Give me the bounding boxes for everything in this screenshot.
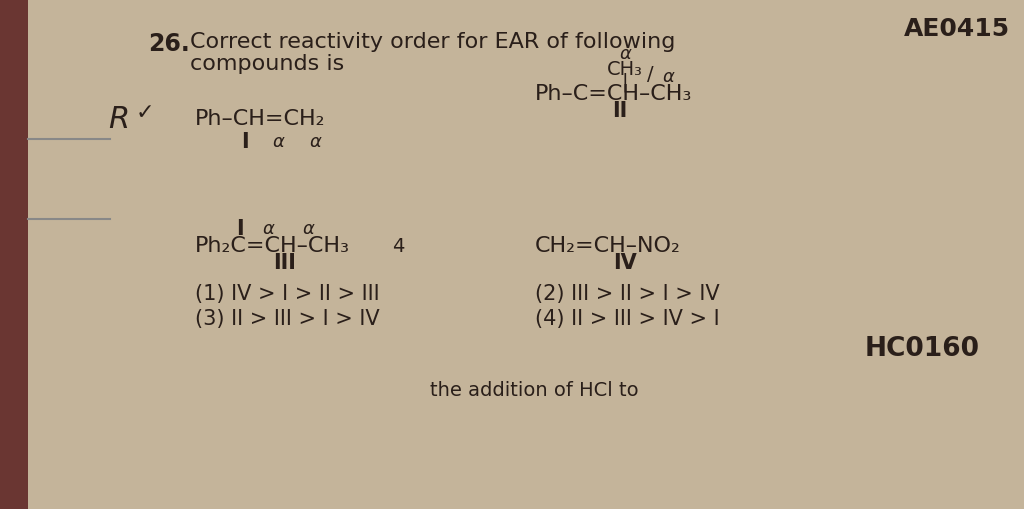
Text: IV: IV — [613, 253, 637, 273]
Text: (4) II > III > IV > I: (4) II > III > IV > I — [535, 309, 720, 329]
Bar — [0, 0, 28, 509]
Text: /: / — [647, 65, 653, 83]
Text: II: II — [612, 101, 628, 121]
Text: III: III — [273, 253, 296, 273]
Text: ✓: ✓ — [136, 103, 155, 123]
Text: α: α — [663, 68, 674, 86]
Text: R: R — [108, 104, 129, 133]
Text: Correct reactivity order for EAR of following: Correct reactivity order for EAR of foll… — [190, 32, 676, 52]
Text: α: α — [309, 133, 321, 151]
Text: (1) IV > I > II > III: (1) IV > I > II > III — [195, 284, 380, 304]
Text: Ph–CH=CH₂: Ph–CH=CH₂ — [195, 109, 326, 129]
Text: compounds is: compounds is — [190, 54, 344, 74]
Text: (3) II > III > I > IV: (3) II > III > I > IV — [195, 309, 380, 329]
Text: α: α — [272, 133, 284, 151]
Text: CH₂=CH–NO₂: CH₂=CH–NO₂ — [535, 236, 681, 256]
Text: α: α — [302, 220, 314, 238]
Text: α: α — [262, 220, 274, 238]
Text: |: | — [622, 72, 629, 92]
Text: HC0160: HC0160 — [865, 336, 980, 362]
Text: AE0415: AE0415 — [904, 17, 1010, 41]
Text: the addition of HCl to: the addition of HCl to — [430, 382, 639, 401]
Text: I: I — [242, 132, 249, 152]
Text: α: α — [620, 45, 631, 63]
Text: 26.: 26. — [148, 32, 189, 56]
Text: 4: 4 — [392, 237, 404, 256]
Text: Ph₂C=CH–CH₃: Ph₂C=CH–CH₃ — [195, 236, 350, 256]
Text: (2) III > II > I > IV: (2) III > II > I > IV — [535, 284, 720, 304]
Text: CH₃: CH₃ — [607, 60, 643, 78]
Text: Ph–C=CH–CH₃: Ph–C=CH–CH₃ — [535, 84, 692, 104]
Text: I: I — [237, 219, 244, 239]
